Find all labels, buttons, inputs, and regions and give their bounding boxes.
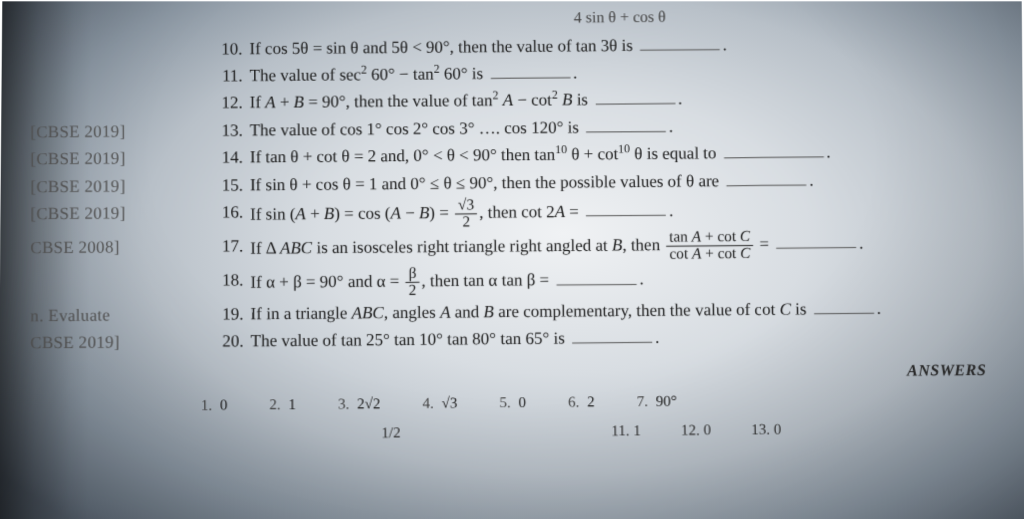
question-text: If α + β = 90° and α = β2, then tan α ta… [250,261,995,301]
answers-row-1: 1. 0 2. 1 3. 2√2 4. √3 5. 0 6. 2 7. 90° [30,388,997,420]
question-number: 14. [205,145,243,172]
partial-bottom-row: 1/2 11. 1 12. 0 13. 0 [30,417,997,449]
question-number: 19. [205,301,243,328]
margin-tag: [CBSE 2019] [30,118,190,146]
margin-tag: [CBSE 2019] [30,173,190,201]
margin-tag: CBSE 2019] [30,329,190,357]
answer-item: 11. 1 [611,420,641,444]
answer-item: 5. 0 [499,392,526,416]
question-number: 10. [205,36,243,62]
answer-item: 12. 0 [681,420,711,444]
margin-tag: n. Evaluate [30,302,190,330]
question-number: 20. [206,329,244,356]
margin-tag: CBSE 2008] [30,234,190,262]
question-number: 13. [205,118,243,145]
question-text: If sin (A + B) = cos (A − B) = √32, then… [250,193,994,232]
textbook-page: 4 sin θ + cos θ 10.If cos 5θ = sin θ and… [0,1,1024,519]
question-number: 18. [205,267,243,294]
partial-fragment: 1/2 [381,422,400,446]
answer-item: 6. 2 [568,391,595,415]
questions-list: 10.If cos 5θ = sin θ and 5θ < 90°, then … [30,30,996,357]
question-number: 15. [205,172,243,199]
question-number: 12. [205,90,243,117]
partial-prev-line: 4 sin θ + cos θ [249,3,990,34]
answer-item: 3. 2√2 [338,393,380,417]
page-content: 4 sin θ + cos θ 10.If cos 5θ = sin θ and… [0,0,1024,449]
answer-item: 4. √3 [423,392,458,416]
question-number: 16. [205,199,243,226]
question-text: The value of tan 25° tan 10° tan 80° tan… [251,322,996,355]
margin-tag: [CBSE 2019] [30,145,190,173]
answer-item: 2. 1 [269,394,296,418]
margin-tag: [CBSE 2019] [30,200,190,228]
answers-row-2: 11. 1 12. 0 13. 0 [611,419,781,444]
question-number: 11. [205,63,243,89]
answer-item: 1. 0 [201,394,228,418]
answer-item: 13. 0 [751,419,781,443]
answers-heading: ANSWERS [30,359,986,392]
answer-item: 7. 90° [637,390,677,414]
question-number: 17. [205,233,243,260]
question-text: If Δ ABC is an isosceles right triangle … [250,227,994,267]
